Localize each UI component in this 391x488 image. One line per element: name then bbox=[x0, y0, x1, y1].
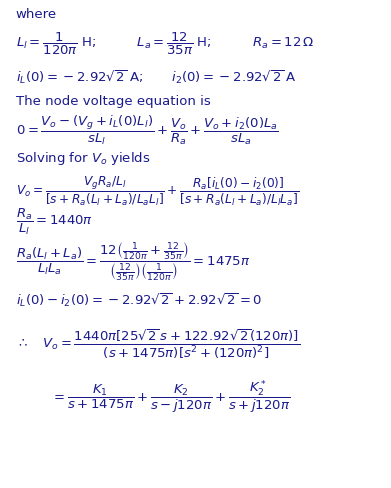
Text: $V_o = \dfrac{V_g R_a/L_l}{[s + R_a(L_l+L_a)/L_aL_l]} + \dfrac{R_a[i_L(0)-i_2(0): $V_o = \dfrac{V_g R_a/L_l}{[s + R_a(L_l+… bbox=[16, 175, 299, 208]
Text: The node voltage equation is: The node voltage equation is bbox=[16, 95, 210, 108]
Text: $\dfrac{R_a}{L_l} = 1440\pi$: $\dfrac{R_a}{L_l} = 1440\pi$ bbox=[16, 207, 93, 237]
Text: $L_l = \dfrac{1}{120\pi}\;\mathrm{H};\qquad\quad L_a = \dfrac{12}{35\pi}\;\mathr: $L_l = \dfrac{1}{120\pi}\;\mathrm{H};\qq… bbox=[16, 31, 314, 57]
Text: where: where bbox=[16, 8, 57, 21]
Text: $0 = \dfrac{V_o - (V_g + i_L(0)L_l)}{sL_l} + \dfrac{V_o}{R_a} + \dfrac{V_o + i_2: $0 = \dfrac{V_o - (V_g + i_L(0)L_l)}{sL_… bbox=[16, 114, 278, 147]
Text: $\dfrac{R_a(L_l+L_a)}{L_lL_a} = \dfrac{12\left(\frac{1}{120\pi}+\frac{12}{35\pi}: $\dfrac{R_a(L_l+L_a)}{L_lL_a} = \dfrac{1… bbox=[16, 240, 250, 283]
Text: Solving for $V_o$ yields: Solving for $V_o$ yields bbox=[16, 150, 150, 167]
Text: $= \dfrac{K_1}{s+1475\pi} + \dfrac{K_2}{s-j120\pi} + \dfrac{K_2^*}{s+j120\pi}$: $= \dfrac{K_1}{s+1475\pi} + \dfrac{K_2}{… bbox=[51, 379, 290, 416]
Text: $i_L(0) = -2.92\sqrt{2}\;\mathrm{A};\qquad i_2(0) = -2.92\sqrt{2}\;\mathrm{A}$: $i_L(0) = -2.92\sqrt{2}\;\mathrm{A};\qqu… bbox=[16, 68, 296, 85]
Text: $\therefore\quad V_o = \dfrac{1440\pi[25\sqrt{2}\,s + 122.92\sqrt{2}(120\pi)]}{(: $\therefore\quad V_o = \dfrac{1440\pi[25… bbox=[16, 327, 300, 361]
Text: $i_L(0) - i_2(0) = -2.92\sqrt{2} + 2.92\sqrt{2} = 0$: $i_L(0) - i_2(0) = -2.92\sqrt{2} + 2.92\… bbox=[16, 291, 262, 309]
